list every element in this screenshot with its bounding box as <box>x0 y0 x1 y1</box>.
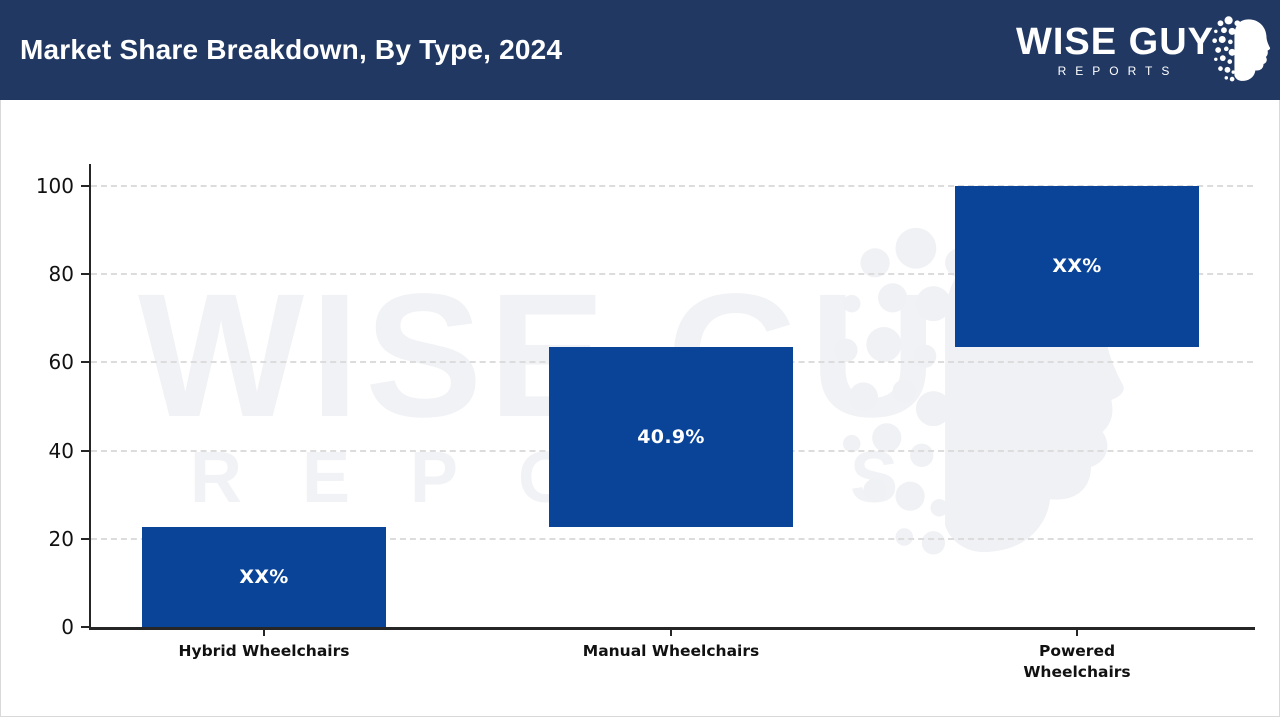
logo-wordmark-line2: REPORTS <box>1057 63 1179 78</box>
y-tick-label: 100 <box>35 174 74 199</box>
wiseguy-logo: WISE GUY REPORTS <box>1016 0 1274 100</box>
y-tick-mark <box>81 626 89 628</box>
y-tick-label: 0 <box>61 615 74 639</box>
y-tick-label: 20 <box>48 526 74 551</box>
y-tick-mark <box>81 361 89 364</box>
page-title: Market Share Breakdown, By Type, 2024 <box>20 34 563 65</box>
x-tick-label: Powered Wheelchairs <box>1023 642 1131 681</box>
y-tick-label: 40 <box>48 438 74 463</box>
y-tick-mark <box>81 537 89 540</box>
y-tick-label: 60 <box>48 350 74 375</box>
y-tick-label: 80 <box>48 262 74 287</box>
x-tick-label: Hybrid Wheelchairs <box>178 642 350 660</box>
x-tick-label: Manual Wheelchairs <box>582 642 760 660</box>
y-tick-mark <box>81 185 89 188</box>
logo-wordmark-line1: WISE GUY <box>1015 20 1214 63</box>
y-tick-mark <box>81 273 89 276</box>
logo-face-icon <box>1210 5 1274 95</box>
y-tick-mark <box>81 449 89 452</box>
header-bar: Market Share Breakdown, By Type, 2024 WI… <box>0 0 1280 100</box>
plot-area <box>89 164 1255 630</box>
logo-wordmark: WISE GUY REPORTS <box>1016 23 1214 78</box>
